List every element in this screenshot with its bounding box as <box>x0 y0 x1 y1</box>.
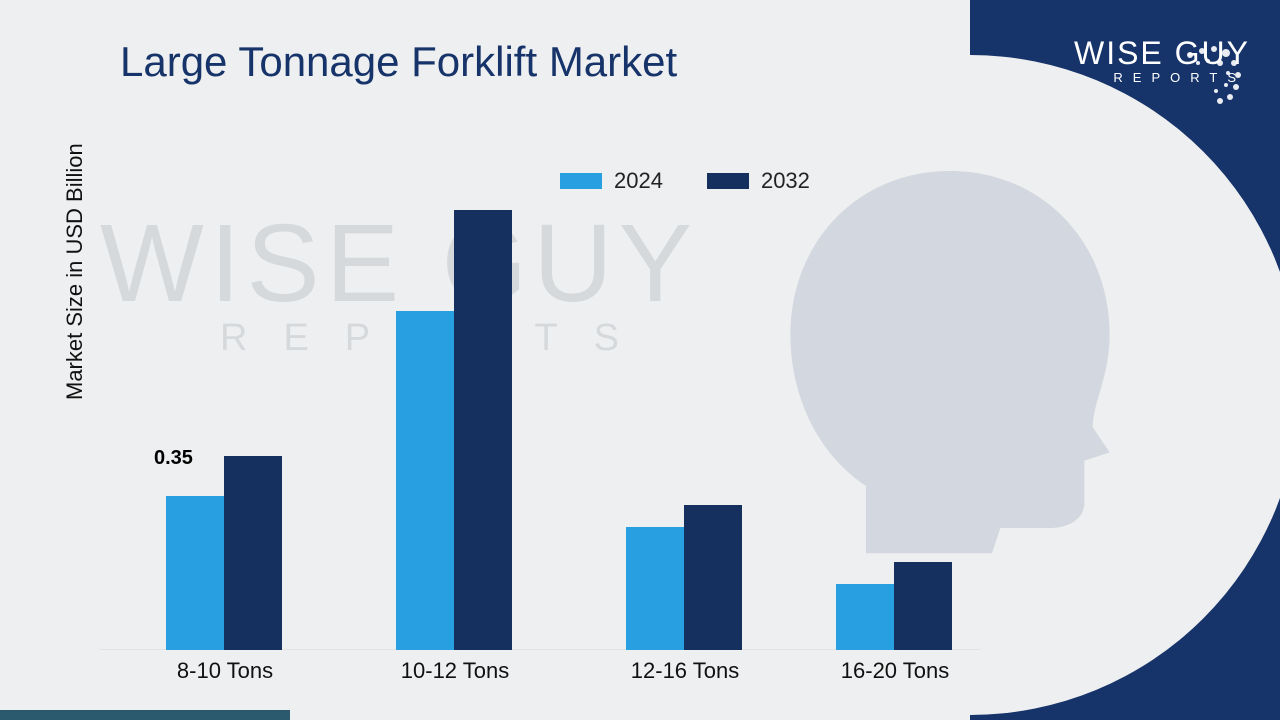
legend-swatch-2032 <box>707 173 749 189</box>
chart-title: Large Tonnage Forklift Market <box>120 38 677 86</box>
bar-value-label: 0.35 <box>154 447 193 470</box>
y-axis-label: Market Size in USD Billion <box>62 143 88 400</box>
brand-block: WISE GUY REPORTS <box>1074 35 1250 85</box>
chart-canvas: Large Tonnage Forklift Market WISE GUY R… <box>0 0 1280 720</box>
plot-area: 0.358-10 Tons10-12 Tons12-16 Tons16-20 T… <box>100 210 980 650</box>
bar <box>684 505 742 650</box>
bar <box>224 456 282 650</box>
brand-dots-icon <box>1180 43 1244 107</box>
legend-item-2032: 2032 <box>707 168 810 194</box>
bar <box>836 584 894 650</box>
legend: 2024 2032 <box>560 168 810 194</box>
bar <box>166 496 224 650</box>
legend-item-2024: 2024 <box>560 168 663 194</box>
footer-accent-bar <box>0 710 290 720</box>
x-axis-tick-label: 8-10 Tons <box>140 658 310 684</box>
x-axis-tick-label: 12-16 Tons <box>600 658 770 684</box>
legend-label-2032: 2032 <box>761 168 810 194</box>
bar <box>396 311 454 650</box>
bar <box>454 210 512 650</box>
x-axis-tick-label: 16-20 Tons <box>810 658 980 684</box>
bar <box>894 562 952 650</box>
bar <box>626 527 684 650</box>
x-axis-tick-label: 10-12 Tons <box>370 658 540 684</box>
legend-label-2024: 2024 <box>614 168 663 194</box>
legend-swatch-2024 <box>560 173 602 189</box>
content-layer: Large Tonnage Forklift Market WISE GUY R… <box>0 0 1280 720</box>
